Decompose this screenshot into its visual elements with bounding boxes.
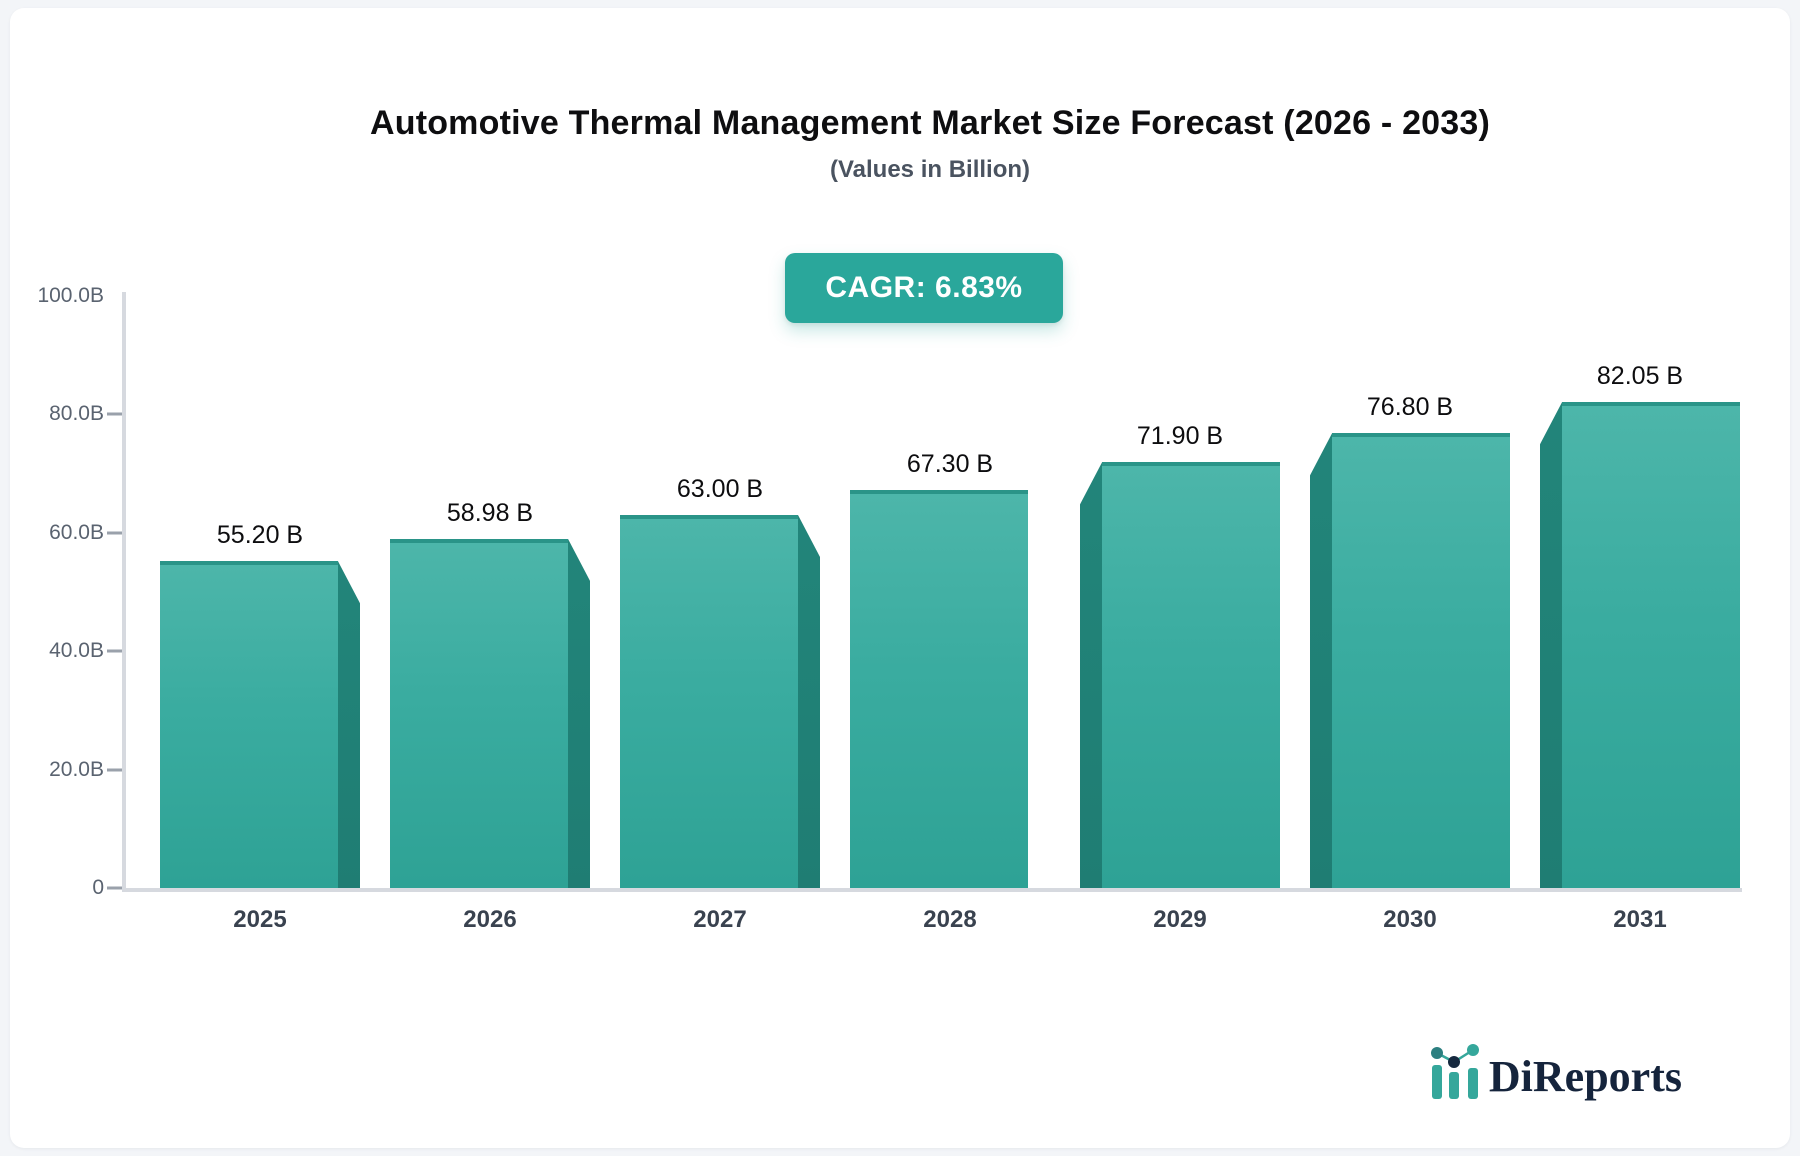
- bar-value-label: 82.05 B: [1596, 362, 1684, 391]
- y-axis-tick: [107, 768, 122, 772]
- chart-subtitle: (Values in Billion): [829, 156, 1031, 183]
- bar-2025: [160, 561, 338, 888]
- y-axis-tick-label: 20.0B: [49, 757, 104, 781]
- y-axis-tick: [107, 649, 122, 653]
- bar-3d-side: [798, 515, 820, 888]
- bar-3d-side: [1310, 433, 1332, 888]
- bar-3d-side: [338, 561, 360, 888]
- x-axis-category-label: 2029: [1153, 906, 1207, 933]
- mini-bar-chart-logo-icon: [1430, 1044, 1479, 1099]
- x-axis-baseline: [122, 888, 1742, 892]
- bar-value-label: 58.98 B: [446, 498, 534, 527]
- y-axis-tick-label: 40.0B: [49, 639, 104, 663]
- bar-3d-side: [1540, 402, 1562, 888]
- y-axis-tick-label: 60.0B: [49, 520, 104, 544]
- x-axis-category-label: 2027: [693, 906, 747, 933]
- x-axis-category-label: 2025: [233, 906, 287, 933]
- bar-value-label: 76.80 B: [1366, 393, 1454, 422]
- cagr-badge: CAGR: 6.83%: [785, 253, 1063, 323]
- y-axis-tick-label: 0: [92, 876, 104, 899]
- y-axis-tick: [107, 886, 122, 890]
- chart-title: Automotive Thermal Management Market Siz…: [369, 104, 1491, 142]
- y-axis-tick: [107, 531, 122, 535]
- direports-logo: DiReports: [1429, 1043, 1682, 1099]
- logo-text: DiReports: [1488, 1052, 1682, 1101]
- y-axis-tick-label: 100.0B: [37, 284, 104, 307]
- bar-value-label: 71.90 B: [1136, 422, 1224, 451]
- x-axis-category-label: 2030: [1383, 906, 1437, 933]
- bar-3d-side: [1080, 462, 1102, 888]
- x-axis-category-label: 2028: [923, 906, 977, 933]
- chart-canvas: Automotive Thermal Management Market Siz…: [10, 8, 1790, 1148]
- y-axis-tick: [107, 412, 122, 416]
- y-axis-line: [122, 292, 126, 888]
- cagr-badge-label: CAGR: 6.83%: [825, 271, 1023, 304]
- x-axis-category-label: 2031: [1613, 906, 1667, 933]
- bar-2029: [1102, 462, 1280, 888]
- bar-value-label: 55.20 B: [216, 521, 304, 550]
- bar-3d-side: [568, 538, 590, 888]
- x-axis-category-label: 2026: [463, 906, 517, 933]
- bar-value-label: 67.30 B: [906, 449, 994, 478]
- chart-card: Automotive Thermal Management Market Siz…: [10, 8, 1790, 1148]
- y-axis-tick-label: 80.0B: [49, 402, 104, 426]
- bar-2028: [850, 489, 1028, 888]
- bar-2027: [620, 515, 798, 888]
- bar-2031: [1562, 402, 1740, 888]
- bar-2026: [390, 538, 568, 888]
- bar-value-label: 63.00 B: [676, 475, 764, 504]
- bar-2030: [1332, 433, 1510, 888]
